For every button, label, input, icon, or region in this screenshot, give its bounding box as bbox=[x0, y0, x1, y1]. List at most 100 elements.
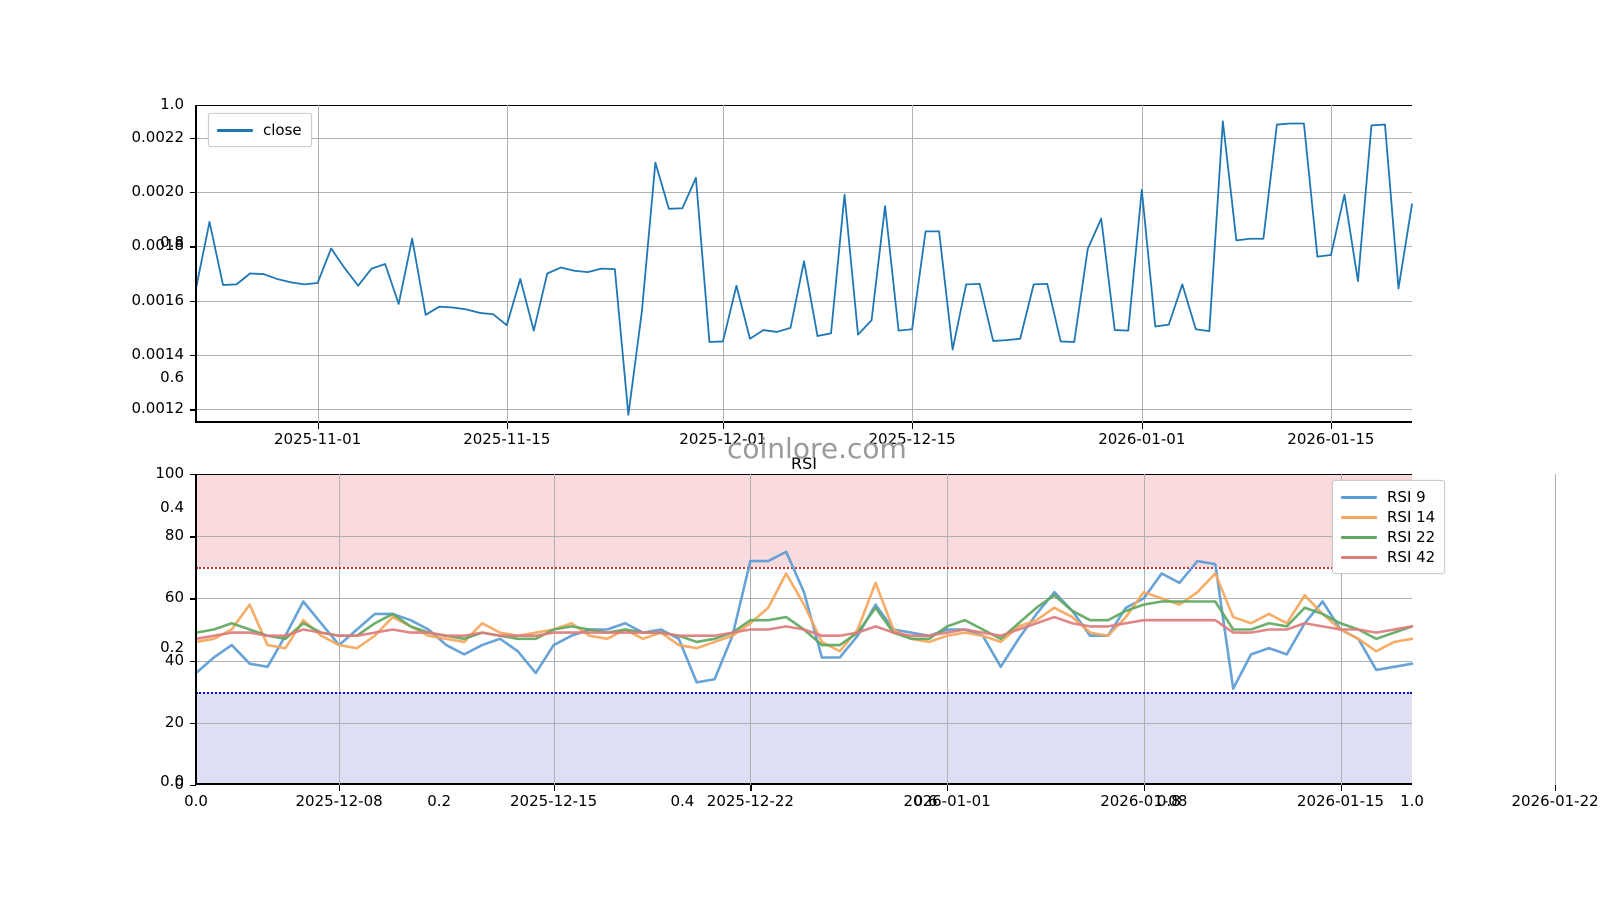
rsi-legend-swatch bbox=[1341, 535, 1377, 539]
price-x-tickmark bbox=[506, 423, 509, 429]
rsi-legend-label: RSI 22 bbox=[1387, 528, 1436, 546]
price-gridline-h bbox=[196, 192, 1412, 193]
rsi-x-tick-label: 2026-01-01 bbox=[903, 792, 991, 810]
rsi-gridline-v bbox=[1143, 474, 1145, 785]
rsi-x-tick-label: 2026-01-22 bbox=[1511, 792, 1599, 810]
rsi-gridline-h bbox=[196, 660, 1412, 662]
price-gridline-h bbox=[196, 246, 1412, 248]
rsi-x-tick-label-normalized: 0.2 bbox=[427, 792, 452, 810]
price-y-tick-label-normalized: 0.6 bbox=[160, 368, 184, 386]
rsi-oversold-level-line bbox=[196, 691, 1412, 694]
price-gridline-v bbox=[912, 105, 914, 423]
price-gridline-h bbox=[196, 355, 1412, 357]
price-y-tickmark bbox=[190, 355, 196, 357]
price-gridline-h bbox=[196, 409, 1412, 411]
rsi-y-tickmark bbox=[190, 660, 196, 662]
price-y-tick-label: 0.0014 bbox=[131, 345, 185, 364]
rsi-overbought-level-line bbox=[196, 567, 1412, 570]
price-y-tickmark bbox=[190, 246, 196, 248]
price-x-tickmark bbox=[317, 423, 319, 429]
rsi-y-tick-label: 0 bbox=[174, 775, 184, 793]
price-x-tick-label: 2025-12-01 bbox=[679, 430, 767, 448]
price-y-tick-label: 0.0012 bbox=[131, 399, 185, 418]
rsi-frame-top bbox=[196, 474, 1412, 475]
rsi-y-tick-label: 80 bbox=[164, 526, 184, 545]
price-frame-bottom bbox=[196, 421, 1412, 423]
price-x-tickmark bbox=[1141, 423, 1144, 429]
price-x-tick-label: 2025-12-15 bbox=[868, 430, 956, 448]
rsi-x-tick-label: 2026-01-15 bbox=[1296, 792, 1385, 810]
rsi-legend-swatch bbox=[1341, 495, 1377, 499]
price-y-tickmark bbox=[190, 409, 196, 411]
price-y-tickmark bbox=[190, 192, 196, 194]
rsi-x-tick-label-normalized: 0.0 bbox=[184, 792, 208, 810]
price-gridline-h bbox=[196, 300, 1412, 302]
rsi-x-tick-label: 2025-12-15 bbox=[510, 792, 598, 810]
rsi-line-plot bbox=[194, 550, 1414, 690]
price-legend: close bbox=[208, 113, 312, 147]
rsi-y-tick-label-normalized: 0.2 bbox=[160, 638, 184, 656]
rsi-y-tick-label: 40 bbox=[164, 650, 184, 669]
price-gridline-v bbox=[1330, 105, 1332, 423]
rsi-gridline-h bbox=[196, 722, 1412, 724]
price-gridline-v bbox=[1141, 105, 1143, 423]
rsi-y-tickmark bbox=[190, 785, 196, 787]
rsi-y-tickmark bbox=[190, 722, 196, 725]
rsi-y-tick-label: 60 bbox=[164, 588, 184, 607]
rsi-gridline-h bbox=[196, 598, 1412, 600]
price-gridline-v bbox=[317, 105, 319, 423]
price-y-tick-label: 0.0018 bbox=[131, 236, 185, 255]
rsi-chart-panel bbox=[194, 474, 1557, 785]
rsi-y-tickmark bbox=[190, 474, 196, 476]
price-y-tick-label-normalized: 0.8 bbox=[160, 233, 184, 251]
price-x-tickmark bbox=[912, 423, 914, 429]
rsi-y-tickmark bbox=[190, 598, 196, 600]
price-line-plot bbox=[195, 120, 1413, 416]
rsi-x-tick-label-normalized: 0.6 bbox=[913, 792, 938, 810]
rsi-frame-bottom bbox=[196, 783, 1412, 785]
price-frame-top bbox=[196, 105, 1412, 106]
price-left-spine bbox=[195, 105, 197, 423]
rsi-legend-label: RSI 14 bbox=[1387, 508, 1436, 526]
rsi-x-tickmark bbox=[1555, 785, 1557, 791]
rsi-x-tickmark bbox=[947, 785, 949, 791]
rsi-legend-label: RSI 42 bbox=[1387, 548, 1436, 566]
rsi-legend: RSI 9 RSI 14 RSI 22 RSI 42 bbox=[1332, 480, 1446, 574]
rsi-y-tick-label-normalized: 0.4 bbox=[160, 498, 184, 516]
price-x-tick-label: 2025-11-15 bbox=[463, 430, 551, 448]
price-legend-swatch bbox=[217, 128, 253, 132]
rsi-x-tick-label: 2026-01-08 bbox=[1100, 792, 1188, 810]
rsi-y-tick-label: 100 bbox=[155, 464, 184, 482]
rsi-x-tick-label: 2025-12-22 bbox=[706, 792, 794, 810]
price-x-tick-label: 2026-01-01 bbox=[1098, 430, 1186, 448]
price-y-tick-label: 0.0016 bbox=[131, 290, 185, 309]
price-y-tickmark bbox=[190, 300, 196, 303]
rsi-legend-item: RSI 9 bbox=[1341, 487, 1435, 507]
rsi-panel-title: RSI bbox=[791, 454, 817, 473]
price-x-tickmark bbox=[1330, 423, 1333, 429]
rsi-legend-item: RSI 42 bbox=[1341, 547, 1435, 567]
price-y-tick-label-normalized: 1.0 bbox=[160, 95, 184, 113]
price-gridline-h bbox=[196, 137, 1412, 139]
rsi-x-tickmark bbox=[339, 785, 341, 791]
price-gridline-v bbox=[506, 105, 508, 423]
price-y-tick-label: 0.0020 bbox=[131, 182, 185, 200]
rsi-legend-item: RSI 22 bbox=[1341, 527, 1435, 547]
rsi-x-tickmark bbox=[553, 785, 555, 791]
rsi-oversold-band bbox=[196, 691, 1412, 785]
rsi-x-tick-label-normalized: 0.8 bbox=[1156, 792, 1181, 810]
price-y-tickmark bbox=[190, 137, 196, 139]
rsi-gridline-v bbox=[1555, 474, 1557, 785]
rsi-x-tickmark bbox=[1340, 785, 1342, 791]
rsi-y-tick-label-normalized: 0.0 bbox=[160, 772, 184, 790]
rsi-y-tickmark bbox=[190, 536, 196, 538]
rsi-legend-swatch bbox=[1341, 555, 1377, 559]
rsi-x-tick-label-normalized: 0.4 bbox=[670, 792, 695, 810]
rsi-x-tickmark bbox=[1143, 785, 1146, 791]
rsi-x-tickmark bbox=[750, 785, 752, 791]
price-x-tick-label: 2025-11-01 bbox=[274, 430, 362, 448]
price-y-tick-label: 0.0022 bbox=[131, 127, 185, 146]
price-legend-item: close bbox=[217, 120, 302, 140]
rsi-left-spine bbox=[195, 474, 197, 785]
